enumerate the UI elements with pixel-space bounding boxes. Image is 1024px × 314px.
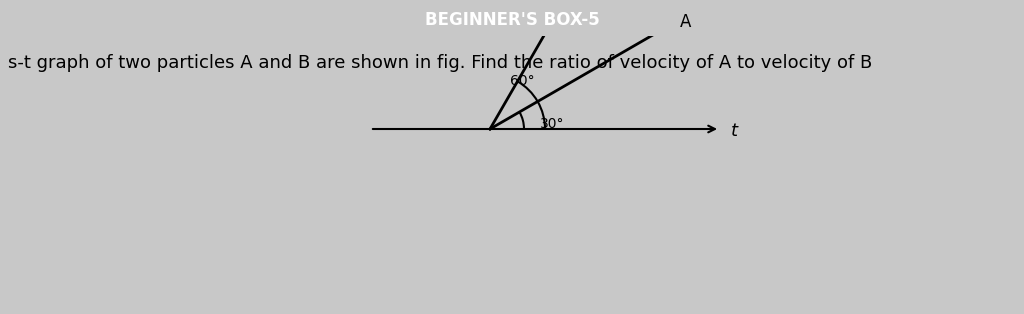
Text: 60°: 60° — [510, 74, 535, 88]
Text: A: A — [680, 13, 691, 31]
Text: t: t — [730, 122, 737, 140]
Text: 30°: 30° — [540, 117, 564, 131]
Text: BEGINNER'S BOX-5: BEGINNER'S BOX-5 — [425, 11, 599, 29]
Text: s-t graph of two particles A and B are shown in fig. Find the ratio of velocity : s-t graph of two particles A and B are s… — [8, 54, 872, 72]
